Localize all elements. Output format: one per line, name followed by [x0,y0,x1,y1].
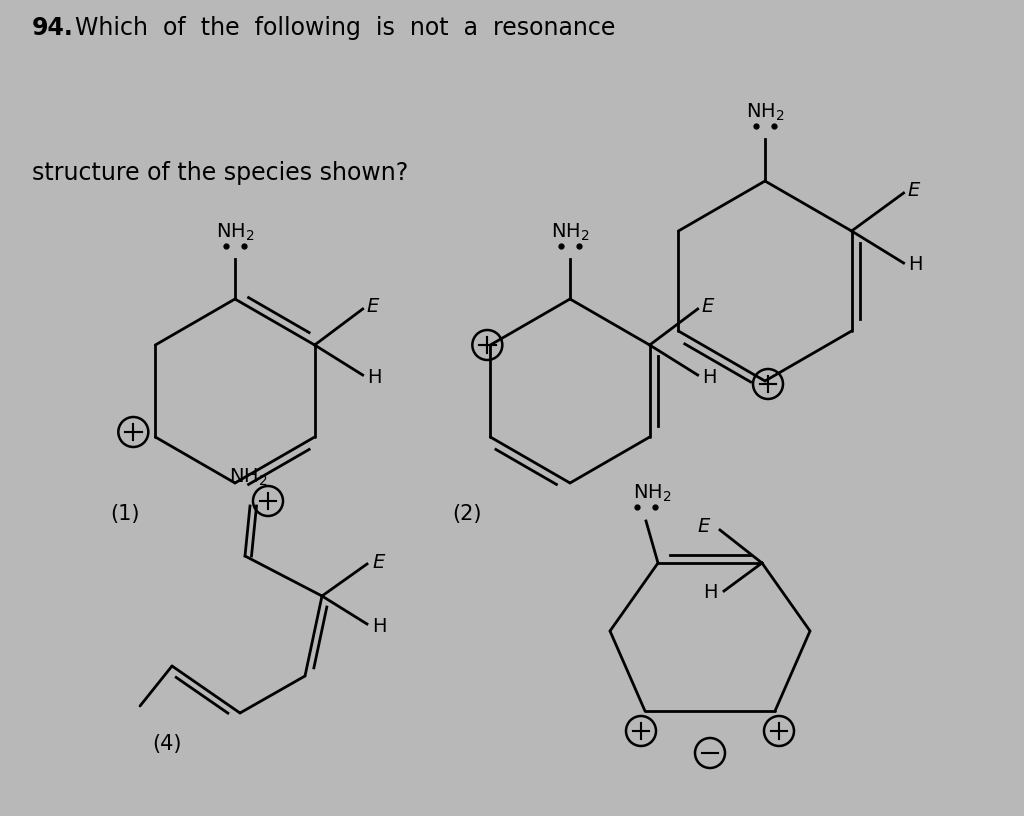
Text: $\mathregular{NH_2}$: $\mathregular{NH_2}$ [745,102,784,123]
Text: E: E [697,517,710,536]
Text: $\mathregular{NH_2}$: $\mathregular{NH_2}$ [216,222,254,243]
Text: H: H [367,367,381,387]
Text: 94.: 94. [32,16,74,40]
Text: $\mathregular{NH_2}$: $\mathregular{NH_2}$ [228,467,267,488]
Text: E: E [701,298,714,317]
Text: $\mathregular{NH_2}$: $\mathregular{NH_2}$ [633,483,672,504]
Text: H: H [703,583,718,602]
Text: (1): (1) [110,504,139,524]
Text: H: H [372,617,386,636]
Text: (4): (4) [152,734,181,754]
Text: $\mathregular{NH_2}$: $\mathregular{NH_2}$ [551,222,590,243]
Text: E: E [907,181,920,201]
Text: structure of the species shown?: structure of the species shown? [32,161,409,185]
Text: (2): (2) [452,504,481,524]
Text: H: H [908,255,923,274]
Text: H: H [701,367,716,387]
Text: Which  of  the  following  is  not  a  resonance: Which of the following is not a resonanc… [75,16,615,40]
Text: E: E [367,298,379,317]
Text: E: E [372,552,384,571]
